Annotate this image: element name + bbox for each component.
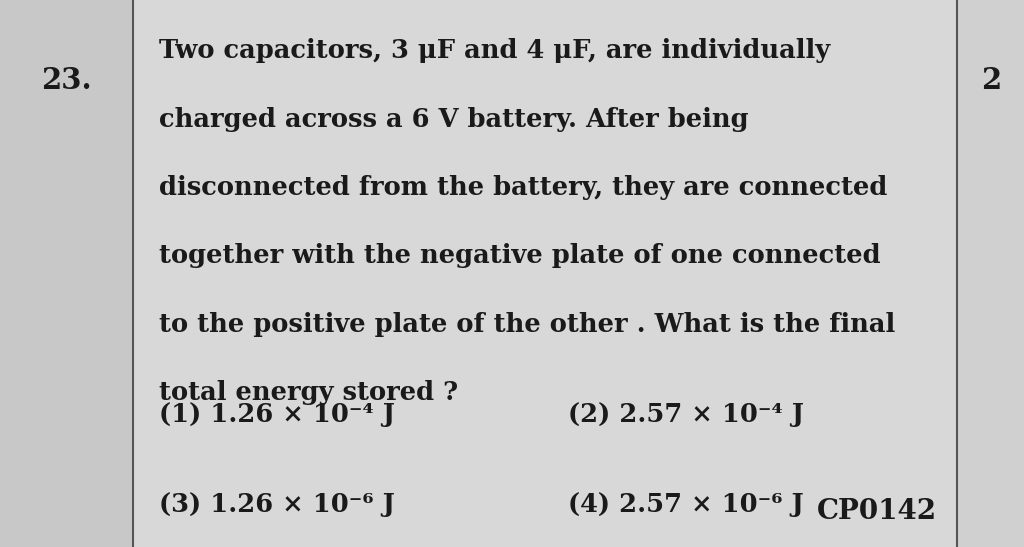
Text: CP0142: CP0142 [817,498,937,525]
Text: 23.: 23. [41,66,92,95]
Text: together with the negative plate of one connected: together with the negative plate of one … [159,243,881,269]
Text: Two capacitors, 3 μF and 4 μF, are individually: Two capacitors, 3 μF and 4 μF, are indiv… [159,38,829,63]
Text: (2) 2.57 × 10⁻⁴ J: (2) 2.57 × 10⁻⁴ J [568,402,804,427]
Text: 2: 2 [981,66,1000,95]
Bar [0,0,133,547]
Text: charged across a 6 V battery. After being: charged across a 6 V battery. After bein… [159,107,749,132]
Text: disconnected from the battery, they are connected: disconnected from the battery, they are … [159,175,887,200]
Text: (4) 2.57 × 10⁻⁶ J: (4) 2.57 × 10⁻⁶ J [568,492,804,517]
Text: (3) 1.26 × 10⁻⁶ J: (3) 1.26 × 10⁻⁶ J [159,492,394,517]
Text: to the positive plate of the other . What is the final: to the positive plate of the other . Wha… [159,312,895,337]
Text: total energy stored ?: total energy stored ? [159,380,458,405]
Bar [957,0,1024,547]
Text: (1) 1.26 × 10⁻⁴ J: (1) 1.26 × 10⁻⁴ J [159,402,394,427]
